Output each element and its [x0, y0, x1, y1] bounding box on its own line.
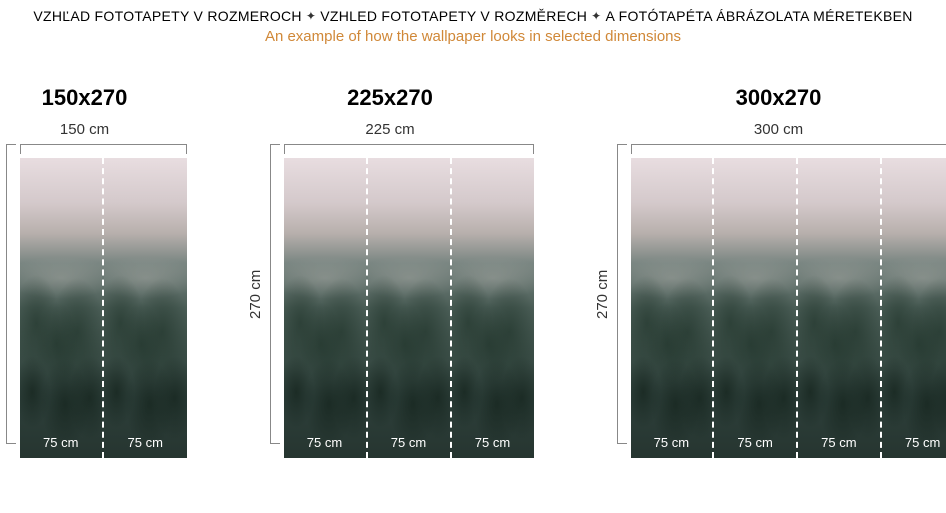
size-title: 225x270: [347, 85, 433, 111]
panels-container: 150x270 150 cm 270 cm 75 cm 75 cm 225x270 225 …: [0, 85, 946, 458]
strip-width-label: 75 cm: [128, 435, 163, 450]
width-label: 300 cm: [754, 121, 803, 138]
panel-row: 270 cm 75 cm 75 cm 75 cm 75 cm: [594, 144, 946, 458]
wallpaper-strip: 75 cm: [882, 158, 946, 458]
image-panel: 75 cm 75 cm: [20, 158, 187, 458]
height-label: 270 cm: [594, 144, 611, 444]
wallpaper-strip: 75 cm: [452, 158, 534, 458]
wallpaper-strip: 75 cm: [368, 158, 452, 458]
width-label: 150 cm: [60, 121, 109, 138]
width-bracket: [20, 144, 187, 154]
wallpaper-strip: 75 cm: [631, 158, 715, 458]
panel-row: 270 cm75 cm75 cm: [0, 144, 187, 458]
height-label: 270 cm: [247, 144, 264, 444]
height-bracket: [617, 144, 627, 444]
header-line: VZHĽAD FOTOTAPETY V ROZMEROCH ✦ VZHLED F…: [0, 8, 946, 24]
width-bracket: [284, 144, 534, 154]
wallpaper-strip: 75 cm: [20, 158, 105, 458]
strip-width-label: 75 cm: [391, 435, 426, 450]
wallpaper-strip: 75 cm: [284, 158, 368, 458]
image-panel: 75 cm 75 cm 75 cm: [284, 158, 534, 458]
header-text-sk: VZHĽAD FOTOTAPETY V ROZMEROCH: [33, 8, 302, 24]
wallpaper-strip: 75 cm: [714, 158, 798, 458]
strip-width-label: 75 cm: [737, 435, 772, 450]
width-bracket: [631, 144, 946, 154]
width-label: 225 cm: [365, 121, 414, 138]
strip-width-label: 75 cm: [475, 435, 510, 450]
sparkle-icon: ✦: [591, 9, 601, 23]
header-text-hu: A FOTÓTAPÉTA ÁBRÁZOLATA MÉRETEKBEN: [606, 8, 913, 24]
size-title: 150x270: [42, 85, 128, 111]
column-with-bracket: 75 cm 75 cm 75 cm 75 cm: [631, 144, 946, 458]
strip-width-label: 75 cm: [821, 435, 856, 450]
sparkle-icon: ✦: [306, 9, 316, 23]
image-panel: 75 cm 75 cm 75 cm 75 cm: [631, 158, 946, 458]
strip-width-label: 75 cm: [654, 435, 689, 450]
strip-width-label: 75 cm: [905, 435, 940, 450]
panel-row: 270 cm 75 cm 75 cm 75 cm: [247, 144, 534, 458]
panel-group: 300x270 300 cm 270 cm 75 cm 75 cm 75 cm 75 cm: [594, 85, 946, 458]
height-bracket: [270, 144, 280, 444]
strip-width-label: 75 cm: [307, 435, 342, 450]
header-text-cz: VZHLED FOTOTAPETY V ROZMĚRECH: [320, 8, 587, 24]
size-title: 300x270: [736, 85, 822, 111]
subtitle: An example of how the wallpaper looks in…: [0, 28, 946, 45]
strip-width-label: 75 cm: [43, 435, 78, 450]
wallpaper-strip: 75 cm: [104, 158, 187, 458]
height-bracket: [6, 144, 16, 444]
column-with-bracket: 75 cm 75 cm: [20, 144, 187, 458]
panel-group: 225x270 225 cm 270 cm 75 cm 75 cm 75 cm: [247, 85, 534, 458]
column-with-bracket: 75 cm 75 cm 75 cm: [284, 144, 534, 458]
wallpaper-strip: 75 cm: [798, 158, 882, 458]
panel-group: 150x270150 cm270 cm75 cm75 cm: [0, 85, 187, 458]
